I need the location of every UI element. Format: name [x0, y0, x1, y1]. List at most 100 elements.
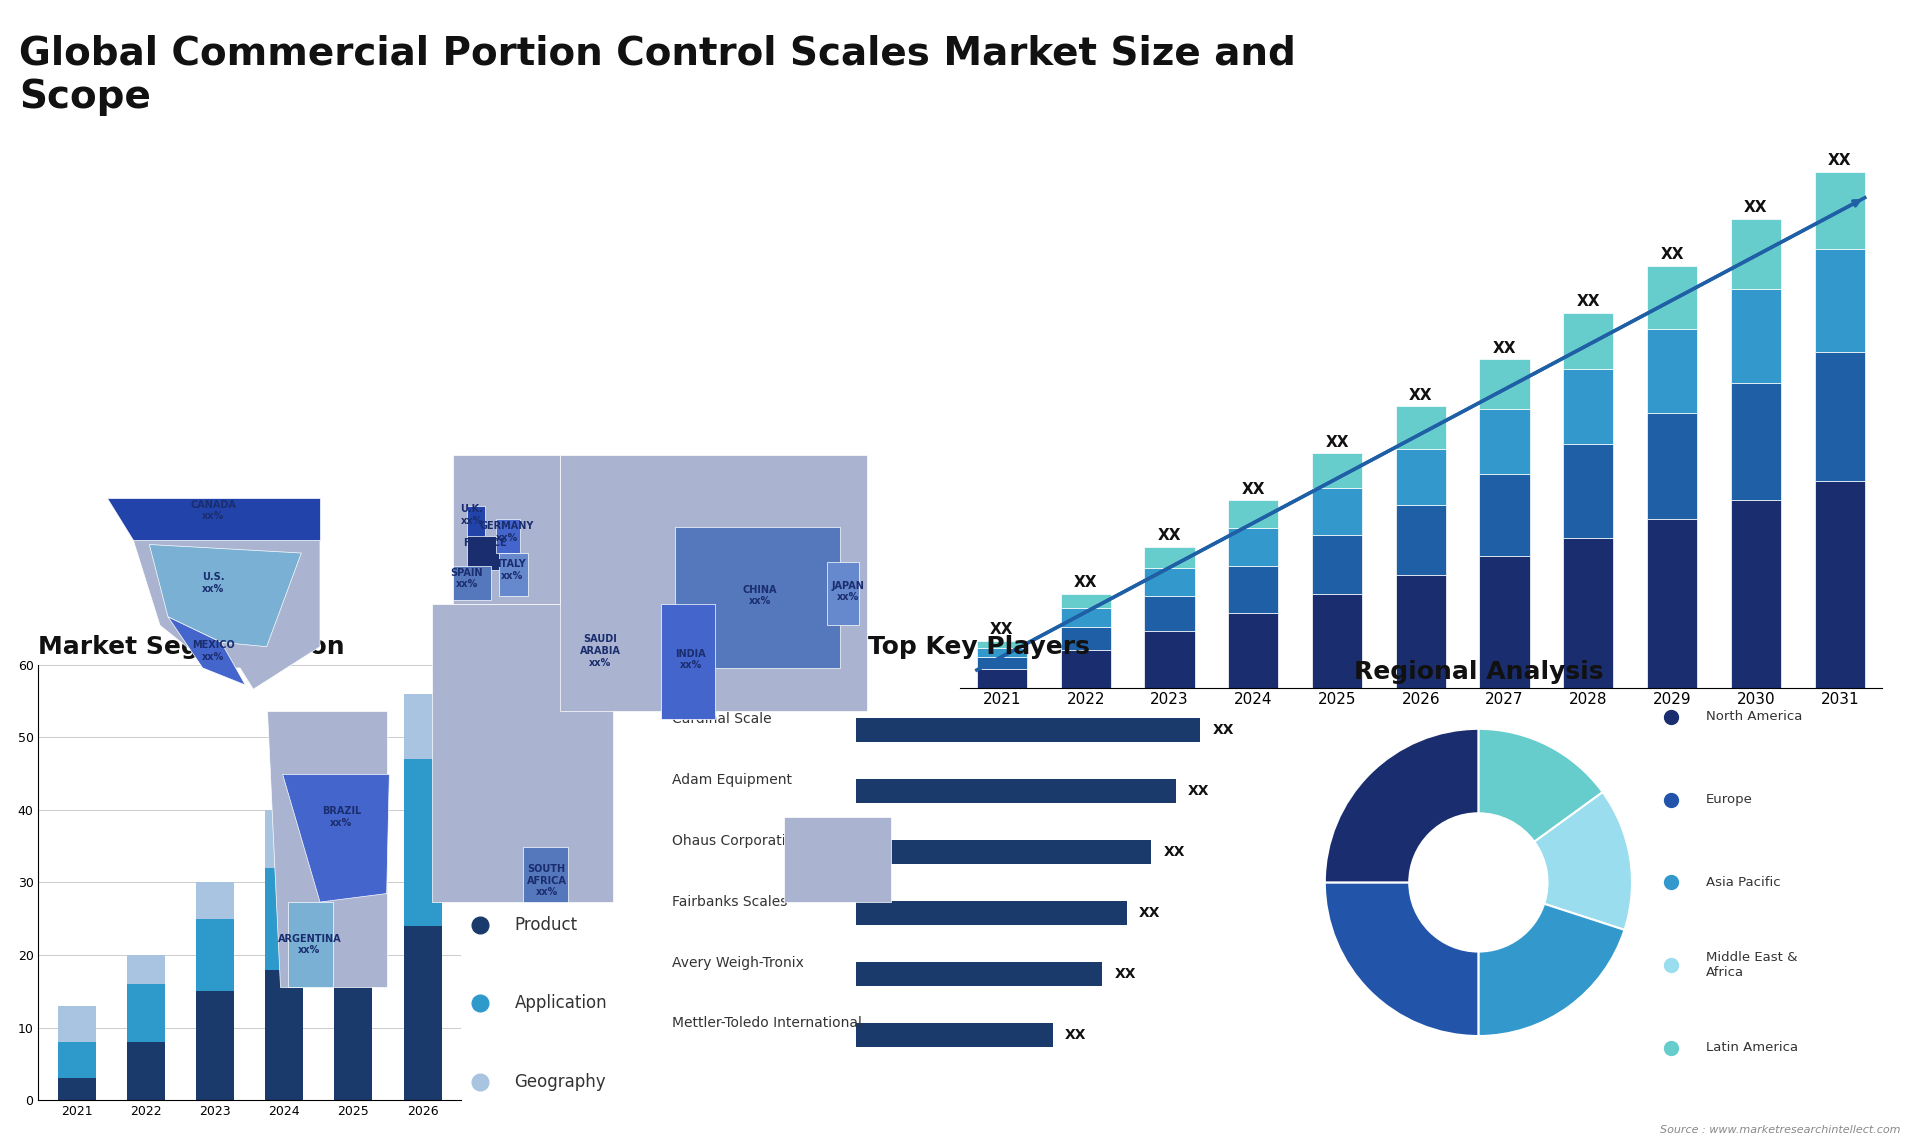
FancyBboxPatch shape [856, 779, 1175, 803]
Bar [1396, 407, 1446, 448]
Text: XX: XX [1066, 1028, 1087, 1042]
Bar [1563, 369, 1613, 444]
Text: XX: XX [1325, 434, 1348, 449]
Bar [977, 657, 1027, 669]
Bar [1814, 353, 1864, 481]
Polygon shape [108, 497, 321, 540]
Bar [58, 1042, 96, 1078]
Bar [977, 669, 1027, 688]
Bar [1730, 500, 1782, 688]
Bar [1563, 537, 1613, 688]
Polygon shape [576, 626, 626, 685]
Bar [334, 941, 372, 1100]
Bar [1144, 631, 1194, 688]
Text: Middle East &
Africa: Middle East & Africa [1707, 951, 1797, 979]
Text: BRAZIL
xx%: BRAZIL xx% [323, 806, 361, 827]
Polygon shape [495, 519, 520, 554]
Text: Fairbanks Scales: Fairbanks Scales [672, 895, 787, 909]
Polygon shape [150, 544, 301, 646]
FancyBboxPatch shape [856, 719, 1200, 741]
Wedge shape [1478, 904, 1624, 1036]
Text: U.K.
xx%: U.K. xx% [461, 504, 484, 526]
Text: Asia Pacific: Asia Pacific [1707, 876, 1780, 889]
Bar [1144, 568, 1194, 596]
Bar [265, 810, 303, 868]
Polygon shape [432, 604, 612, 902]
Text: XX: XX [1828, 154, 1851, 168]
Bar [1229, 528, 1279, 566]
Text: XX: XX [1743, 201, 1768, 215]
Bar [1311, 535, 1361, 594]
Polygon shape [828, 562, 858, 626]
Polygon shape [561, 455, 866, 711]
Wedge shape [1325, 882, 1478, 1036]
Polygon shape [783, 817, 891, 902]
Bar [1730, 219, 1782, 289]
Bar [1229, 566, 1279, 613]
Bar [1229, 613, 1279, 688]
Bar [1060, 607, 1112, 627]
Text: XX: XX [1213, 723, 1235, 737]
Text: Global Commercial Portion Control Scales Market Size and
Scope: Global Commercial Portion Control Scales… [19, 34, 1296, 117]
FancyBboxPatch shape [856, 1023, 1052, 1046]
Polygon shape [132, 540, 321, 689]
Bar [334, 737, 372, 795]
Text: Mettler-Toledo International: Mettler-Toledo International [672, 1017, 862, 1030]
Text: XX: XX [1164, 845, 1185, 860]
Bar [1647, 414, 1697, 519]
Text: XX: XX [1661, 248, 1684, 262]
Text: Europe: Europe [1707, 793, 1753, 806]
Text: XX: XX [1494, 340, 1517, 356]
Bar [1647, 329, 1697, 414]
Bar [1144, 596, 1194, 631]
Text: INDIA
xx%: INDIA xx% [676, 649, 707, 670]
FancyBboxPatch shape [856, 961, 1102, 986]
Bar [1647, 266, 1697, 329]
Bar [1480, 556, 1530, 688]
Text: Geography: Geography [515, 1073, 607, 1091]
Bar [1563, 313, 1613, 369]
Text: SPAIN
xx%: SPAIN xx% [451, 567, 484, 589]
Text: XX: XX [1158, 528, 1181, 543]
Polygon shape [267, 711, 386, 987]
Text: XX: XX [991, 622, 1014, 637]
Text: CHINA
xx%: CHINA xx% [743, 584, 778, 606]
Text: SOUTH
AFRICA
xx%: SOUTH AFRICA xx% [526, 864, 566, 897]
Bar [1814, 172, 1864, 250]
Bar [1480, 409, 1530, 474]
Bar [265, 970, 303, 1100]
Polygon shape [167, 617, 246, 685]
Text: Product: Product [515, 916, 578, 934]
Wedge shape [1325, 729, 1478, 882]
Bar [196, 919, 234, 991]
Bar [1229, 500, 1279, 528]
Bar [265, 868, 303, 970]
Text: Source : www.marketresearchintellect.com: Source : www.marketresearchintellect.com [1661, 1124, 1901, 1135]
Bar [58, 1006, 96, 1042]
Bar [1480, 474, 1530, 556]
Bar [1814, 250, 1864, 353]
Bar [1311, 453, 1361, 488]
Text: Ohaus Corporation: Ohaus Corporation [672, 833, 803, 848]
Bar [977, 641, 1027, 647]
Text: Application: Application [515, 995, 607, 1012]
Text: XX: XX [1409, 387, 1432, 402]
Bar [403, 759, 442, 926]
Text: ITALY
xx%: ITALY xx% [497, 559, 526, 581]
Title: Regional Analysis: Regional Analysis [1354, 660, 1603, 684]
Text: GERMANY
xx%: GERMANY xx% [480, 521, 534, 542]
Title: Top Key Players: Top Key Players [868, 635, 1091, 659]
Bar [1311, 594, 1361, 688]
Text: SAUDI
ARABIA
xx%: SAUDI ARABIA xx% [580, 635, 620, 667]
Polygon shape [453, 455, 561, 604]
Polygon shape [453, 566, 492, 599]
Bar [127, 984, 165, 1042]
Text: U.S.
xx%: U.S. xx% [202, 572, 225, 594]
Bar [403, 693, 442, 759]
Polygon shape [467, 536, 501, 570]
Text: North America: North America [1707, 711, 1803, 723]
Bar [334, 795, 372, 941]
Bar [1480, 360, 1530, 409]
FancyBboxPatch shape [856, 840, 1152, 864]
Text: CANADA
xx%: CANADA xx% [190, 500, 236, 521]
